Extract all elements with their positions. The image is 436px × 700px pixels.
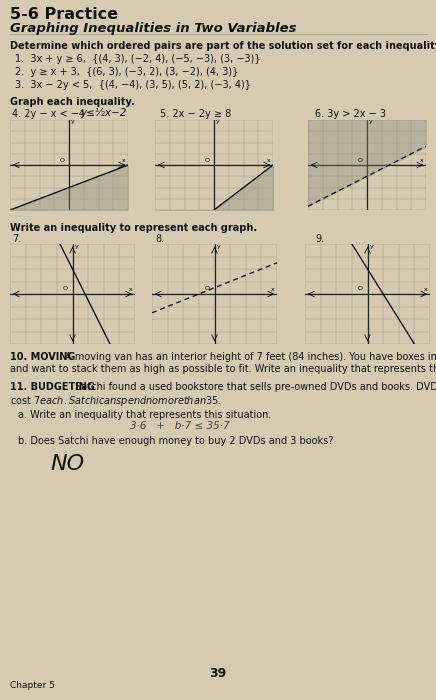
Text: a. Write an inequality that represents this situation.: a. Write an inequality that represents t… [18,410,271,420]
Text: cost $7 each. Satchi can spend no more than $35.: cost $7 each. Satchi can spend no more t… [10,394,221,408]
Text: O: O [358,286,363,291]
Text: y: y [217,244,220,248]
Text: x: x [270,287,274,292]
Text: and want to stack them as high as possible to fit. Write an inequality that repr: and want to stack them as high as possib… [10,364,436,374]
Text: Graph each inequality.: Graph each inequality. [10,97,135,107]
Text: O: O [205,158,210,162]
Text: NO: NO [50,454,84,474]
Text: O: O [63,286,68,291]
Text: 7.: 7. [12,234,21,244]
Text: 1.  3x + y ≥ 6,  {(4, 3), (−2, 4), (−5, −3), (3, −3)}: 1. 3x + y ≥ 6, {(4, 3), (−2, 4), (−5, −3… [15,54,261,64]
Text: 9.: 9. [315,234,324,244]
Text: y: y [370,244,373,248]
Text: O: O [205,286,210,291]
Text: y: y [369,120,373,125]
Text: 2.  y ≥ x + 3,  {(6, 3), (−3, 2), (3, −2), (4, 3)}: 2. y ≥ x + 3, {(6, 3), (−3, 2), (3, −2),… [15,67,238,77]
Text: 8.: 8. [155,234,164,244]
Text: 11. BUDGETING: 11. BUDGETING [10,382,95,392]
Text: 5-6 Practice: 5-6 Practice [10,7,118,22]
Text: O: O [60,158,65,162]
Text: Chapter 5: Chapter 5 [10,681,55,690]
Text: x: x [129,287,132,292]
Text: Satchi found a used bookstore that sells pre-owned DVDs and books. DVDs: Satchi found a used bookstore that sells… [72,382,436,392]
Text: x: x [267,158,270,163]
Text: 3.  3x − 2y < 5,  {(4, −4), (3, 5), (5, 2), (−3, 4)}: 3. 3x − 2y < 5, {(4, −4), (3, 5), (5, 2)… [15,80,251,90]
Text: y: y [71,120,75,125]
Text: x: x [423,287,427,292]
Text: A moving van has an interior height of 7 feet (84 inches). You have boxes in 12 : A moving van has an interior height of 7… [62,352,436,362]
Text: 3·6   +   b·7 ≤ 35·7: 3·6 + b·7 ≤ 35·7 [130,421,230,431]
Text: 5. 2x − 2y ≥ 8: 5. 2x − 2y ≥ 8 [160,109,231,119]
Text: 6. 3y > 2x − 3: 6. 3y > 2x − 3 [315,109,386,119]
Text: Graphing Inequalities in Two Variables: Graphing Inequalities in Two Variables [10,22,296,35]
Text: O: O [358,158,363,162]
Text: b. Does Satchi have enough money to buy 2 DVDs and 3 books?: b. Does Satchi have enough money to buy … [18,436,334,446]
Text: y: y [216,120,220,125]
Text: y: y [75,244,78,248]
Text: Write an inequality to represent each graph.: Write an inequality to represent each gr… [10,223,257,233]
Text: y≤½x−2: y≤½x−2 [80,108,126,118]
Text: x: x [122,158,126,163]
Text: Determine which ordered pairs are part of the solution set for each inequality.: Determine which ordered pairs are part o… [10,41,436,51]
Text: x: x [420,158,423,163]
Text: 39: 39 [209,667,227,680]
Text: 10. MOVING: 10. MOVING [10,352,75,362]
Text: 4. 2y − x < −4: 4. 2y − x < −4 [12,109,85,119]
